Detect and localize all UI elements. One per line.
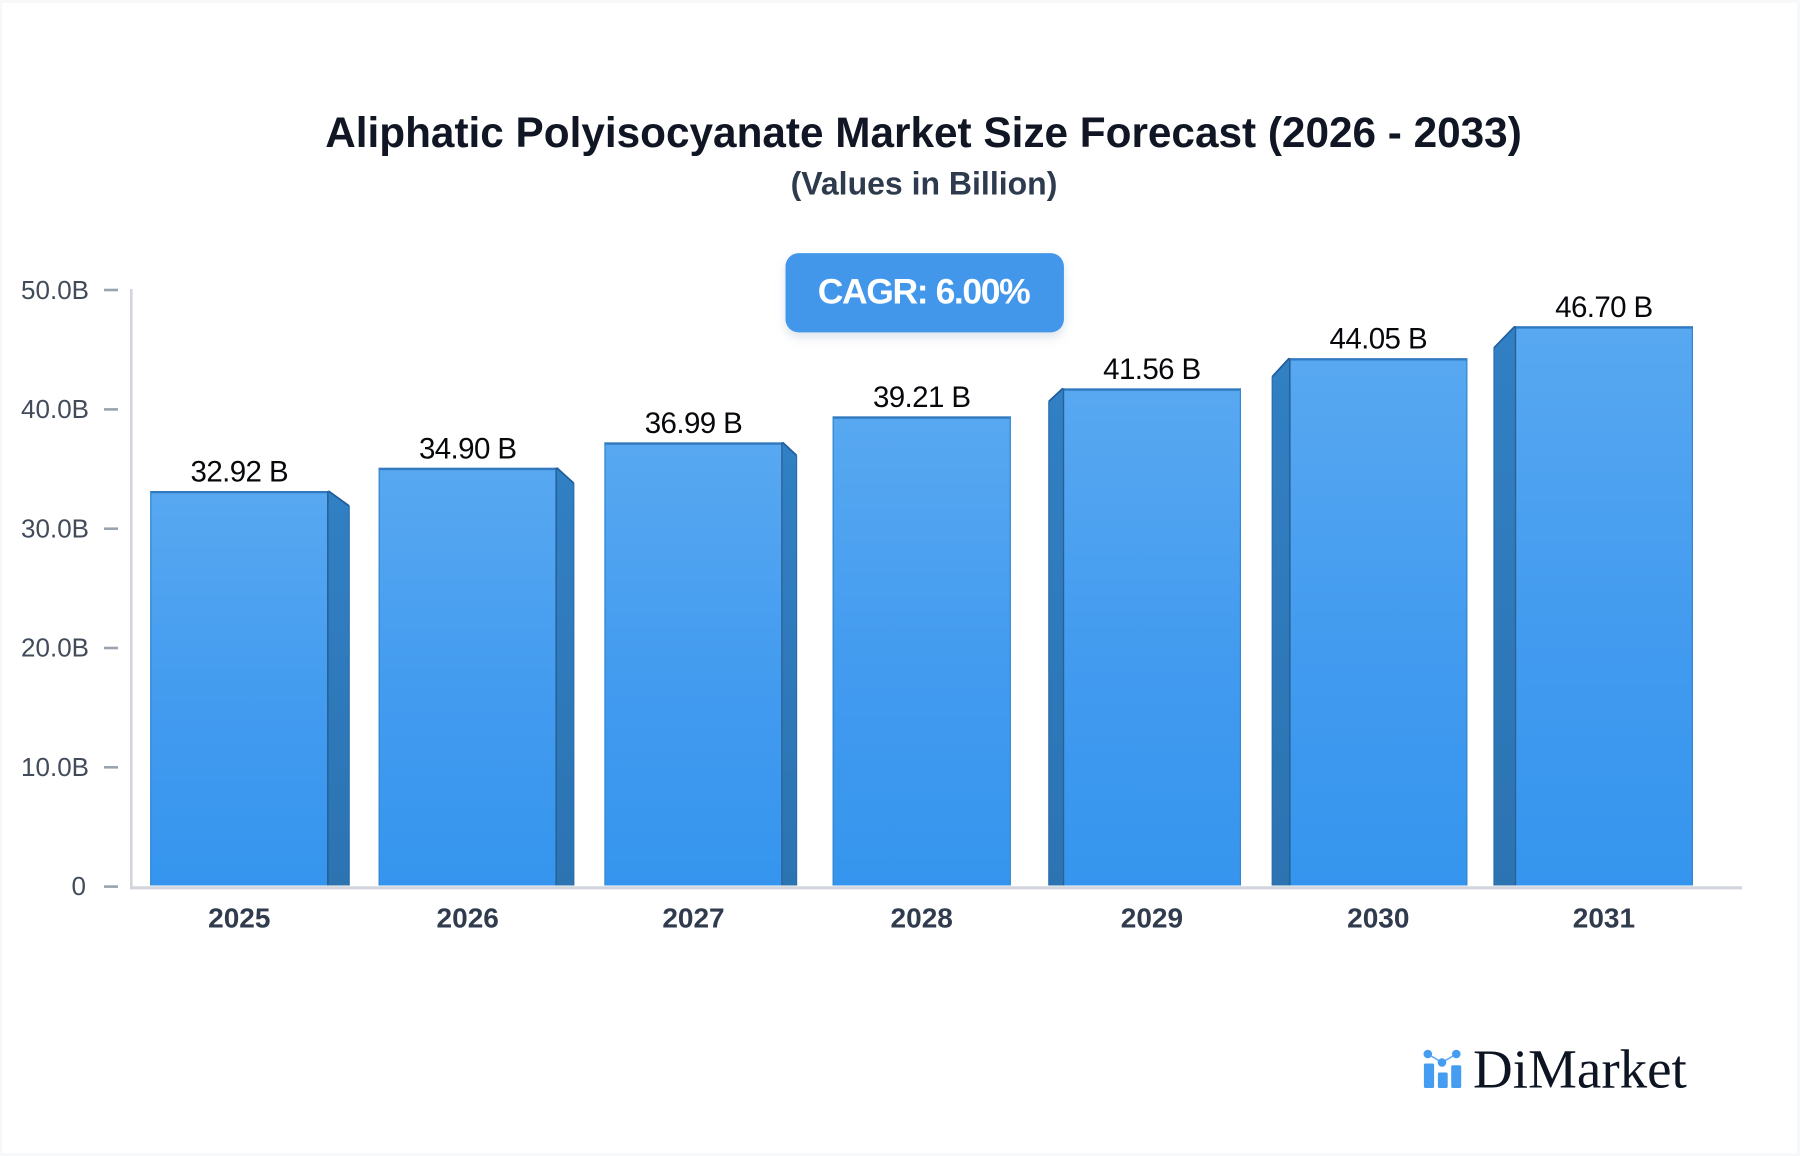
svg-text:40.0B: 40.0B <box>21 394 89 424</box>
svg-text:Aliphatic Polyisocyanate Marke: Aliphatic Polyisocyanate Market Size For… <box>325 109 1522 156</box>
svg-text:CAGR: 6.00%: CAGR: 6.00% <box>818 272 1030 312</box>
svg-text:34.90 B: 34.90 B <box>419 432 517 465</box>
svg-text:30.0B: 30.0B <box>21 513 89 543</box>
svg-text:2030: 2030 <box>1347 902 1409 933</box>
svg-text:50.0B: 50.0B <box>21 275 89 305</box>
svg-text:32.92 B: 32.92 B <box>191 456 289 489</box>
svg-text:36.99 B: 36.99 B <box>645 407 743 440</box>
svg-text:2028: 2028 <box>891 902 953 933</box>
svg-text:10.0B: 10.0B <box>21 752 89 782</box>
svg-text:39.21 B: 39.21 B <box>873 381 971 414</box>
svg-text:44.05 B: 44.05 B <box>1330 323 1428 356</box>
svg-text:20.0B: 20.0B <box>21 633 89 663</box>
svg-text:(Values in Billion): (Values in Billion) <box>791 166 1058 202</box>
svg-text:41.56 B: 41.56 B <box>1103 353 1201 386</box>
svg-text:DiMarket: DiMarket <box>1473 1039 1687 1100</box>
svg-text:2027: 2027 <box>662 902 724 933</box>
svg-text:2029: 2029 <box>1121 902 1183 933</box>
svg-text:46.70 B: 46.70 B <box>1555 291 1653 324</box>
svg-text:0: 0 <box>72 871 86 901</box>
svg-text:2031: 2031 <box>1573 902 1635 933</box>
svg-text:2026: 2026 <box>437 902 499 933</box>
svg-text:2025: 2025 <box>208 902 270 933</box>
